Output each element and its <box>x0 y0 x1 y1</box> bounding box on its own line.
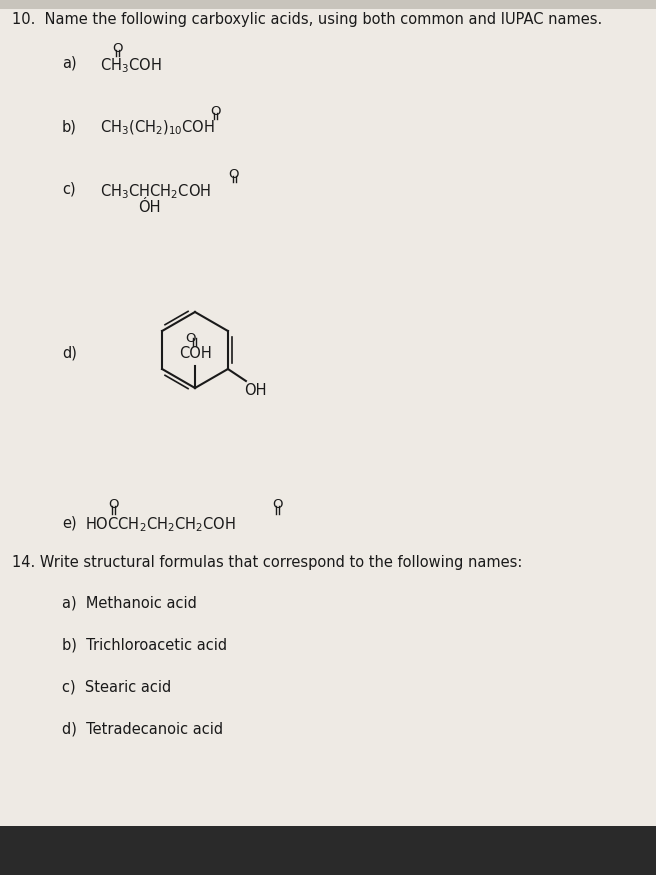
Text: b)  Trichloroacetic acid: b) Trichloroacetic acid <box>62 638 227 653</box>
Text: 14. Write structural formulas that correspond to the following names:: 14. Write structural formulas that corre… <box>12 555 522 570</box>
Text: O: O <box>210 105 220 118</box>
Text: e): e) <box>62 515 77 530</box>
Text: O: O <box>186 332 196 345</box>
Text: O: O <box>112 42 123 55</box>
Text: CH$_3$COH: CH$_3$COH <box>100 56 161 74</box>
Text: CH$_3$CHCH$_2$COH: CH$_3$CHCH$_2$COH <box>100 182 211 200</box>
Text: c)  Stearic acid: c) Stearic acid <box>62 680 171 695</box>
Text: c): c) <box>62 182 75 197</box>
Text: a): a) <box>62 56 77 71</box>
Text: CH$_3$(CH$_2$)$_{10}$COH: CH$_3$(CH$_2$)$_{10}$COH <box>100 119 215 137</box>
Text: ÓH: ÓH <box>138 200 161 215</box>
Text: a)  Methanoic acid: a) Methanoic acid <box>62 595 197 610</box>
Text: d): d) <box>62 345 77 360</box>
Text: b): b) <box>62 119 77 134</box>
Text: HOCCH$_2$CH$_2$CH$_2$COH: HOCCH$_2$CH$_2$CH$_2$COH <box>85 515 236 534</box>
Text: COH: COH <box>179 346 212 361</box>
Text: d)  Tetradecanoic acid: d) Tetradecanoic acid <box>62 722 223 737</box>
Text: 10.  Name the following carboxylic acids, using both common and IUPAC names.: 10. Name the following carboxylic acids,… <box>12 12 602 27</box>
Text: O: O <box>228 168 239 181</box>
Text: O: O <box>272 498 283 511</box>
Text: O: O <box>108 498 119 511</box>
Text: OH: OH <box>244 383 266 398</box>
